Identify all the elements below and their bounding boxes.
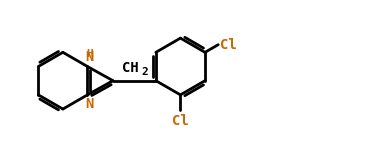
- Text: Cl: Cl: [172, 114, 189, 128]
- Text: Cl: Cl: [220, 38, 236, 52]
- Text: N: N: [85, 97, 94, 111]
- Text: CH: CH: [122, 61, 138, 75]
- Text: N: N: [85, 50, 94, 64]
- Text: H: H: [86, 49, 93, 59]
- Text: 2: 2: [141, 67, 148, 77]
